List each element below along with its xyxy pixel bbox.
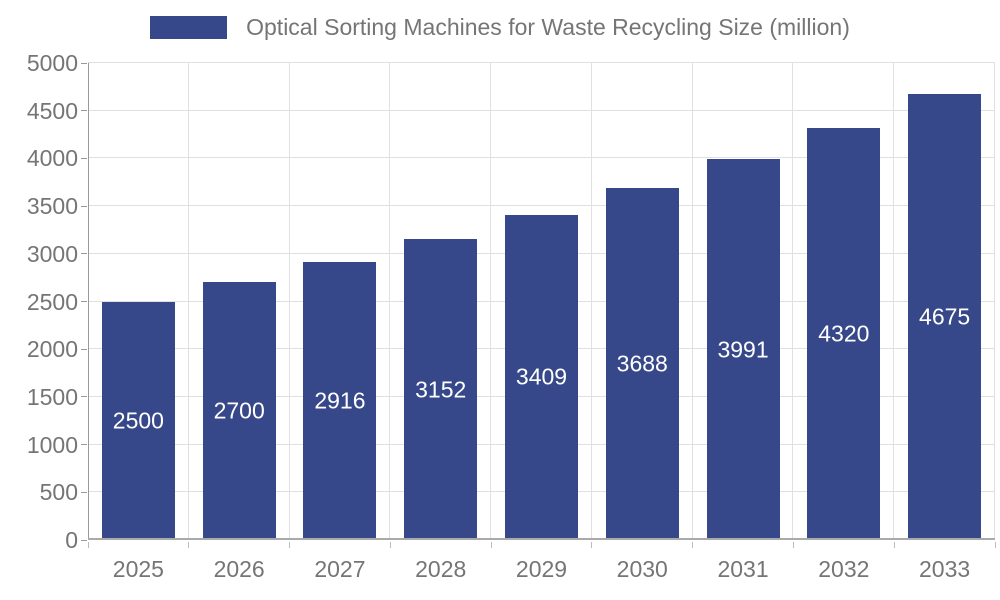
x-axis-tick [994,542,996,548]
bar-value-label: 2500 [112,407,164,434]
x-gridline [590,63,592,540]
x-axis-label: 2031 [717,556,769,582]
y-axis-label: 500 [39,479,78,506]
x-axis-tick [87,542,89,548]
bar-value-label: 3152 [415,376,467,403]
x-axis-label: 2027 [314,556,366,582]
x-axis-label: 2032 [818,556,870,582]
x-axis-tick [389,542,391,548]
bar[interactable]: 4675 [908,94,982,540]
bar-value-label: 2700 [213,397,265,424]
y-axis-tick [81,253,87,255]
bar-value-label: 4675 [919,303,971,330]
y-axis-line [88,63,89,540]
legend: Optical Sorting Machines for Waste Recyc… [0,14,1000,41]
bar-value-label: 2916 [314,387,366,414]
bar[interactable]: 2700 [202,282,276,540]
y-axis-tick [81,205,87,207]
x-axis-label: 2033 [919,556,971,582]
plot-area: 2500 2700 2916 3152 3409 3688 3991 4320 4675 [81,62,996,548]
y-axis-label: 4000 [26,145,78,172]
y-axis-label: 1000 [26,431,78,458]
x-axis-label: 2026 [213,556,265,582]
x-gridline [994,63,995,540]
y-axis-label: 3000 [26,240,78,267]
y-gridline [88,157,995,159]
x-axis-tick [188,542,190,548]
x-axis-label: 2030 [616,556,668,582]
y-axis-tick [81,444,87,446]
y-axis-tick [81,110,87,112]
y-axis-label: 2500 [26,288,78,315]
y-axis-label: 0 [65,527,78,553]
y-axis-tick [81,62,87,64]
y-gridline [88,62,995,63]
bar[interactable]: 3409 [505,214,578,540]
x-gridline [792,63,794,540]
x-gridline [490,63,492,540]
y-axis-label: 1500 [26,383,78,410]
bar[interactable]: 2500 [101,301,175,540]
y-axis-tick [81,491,87,493]
x-gridline [288,63,290,540]
bar[interactable]: 2916 [303,261,377,540]
y-axis-tick [81,157,87,159]
legend-swatch[interactable] [150,16,228,39]
y-axis-tick [81,348,87,350]
x-axis-tick [289,542,291,548]
x-gridline [187,63,189,540]
x-axis-label: 2025 [112,556,164,582]
bar[interactable]: 3991 [706,159,780,540]
legend-label[interactable]: Optical Sorting Machines for Waste Recyc… [246,14,850,40]
y-axis-label: 2000 [26,336,78,363]
x-axis-tick [792,542,794,548]
y-gridline [88,205,995,207]
bar-value-label: 3688 [616,350,668,377]
x-axis-label: 2028 [415,556,467,582]
bar-value-label: 4320 [818,320,870,347]
y-axis-label: 4500 [26,97,78,124]
bar[interactable]: 4320 [807,127,881,540]
x-axis-tick [490,542,492,548]
y-axis-label: 3500 [26,193,78,220]
bar-value-label: 3409 [515,363,568,390]
x-gridline [389,63,391,540]
x-axis-line [88,538,995,540]
x-axis-tick [692,542,694,548]
x-gridline [893,63,895,540]
y-gridline [88,109,995,111]
bar-value-label: 3991 [717,336,769,363]
y-axis-label: 5000 [26,50,78,76]
bar[interactable]: 3152 [404,239,478,540]
y-axis-tick [81,539,87,541]
x-axis-tick [893,542,895,548]
x-axis-label: 2029 [515,556,568,582]
x-axis-tick [591,542,593,548]
y-axis-tick [81,301,87,302]
bar[interactable]: 3688 [605,188,679,540]
x-gridline [691,63,693,540]
y-axis-tick [81,396,87,398]
